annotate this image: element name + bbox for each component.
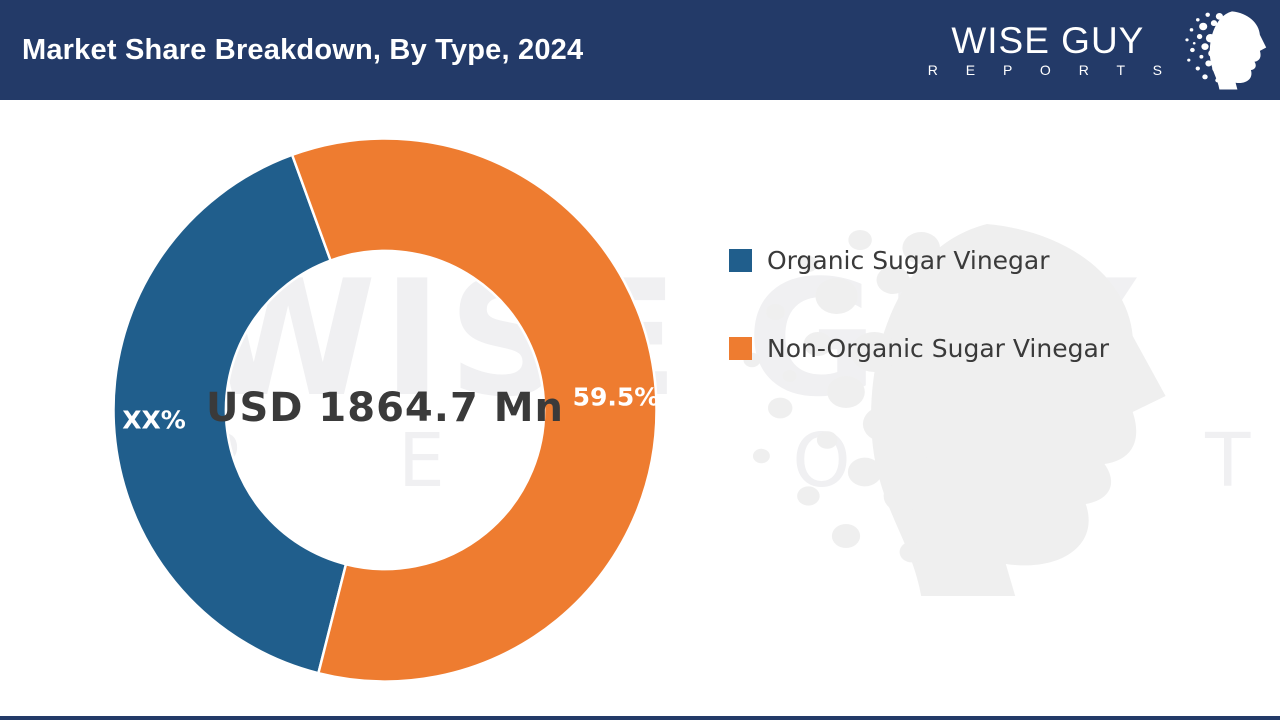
logo-subtext: R E P O R T S [927,62,1174,79]
legend-item-organic: Organic Sugar Vinegar [729,245,1109,275]
logo-wordmark: WISE GUY [951,19,1145,61]
donut-slice-organic-sugar-vinegar [112,153,348,675]
footer-bar [0,716,1280,720]
legend-label-organic: Organic Sugar Vinegar [767,245,1050,275]
chart-legend: Organic Sugar Vinegar Non-Organic Sugar … [729,245,1110,363]
donut-chart: XX% 59.5% [112,137,658,683]
header-bar: Market Share Breakdown, By Type, 2024 WI… [0,0,1280,100]
legend-swatch-organic [729,248,752,272]
legend-item-non-organic: Non-Organic Sugar Vinegar [729,333,1110,363]
donut-center-value: USD 1864.7 Mn [206,385,564,431]
wise-guy-face-icon [1185,11,1267,90]
donut-slice-non-organic-sugar-vinegar [290,137,658,683]
legend-swatch-non-organic [729,336,752,360]
slice-label: 59.5% [573,382,658,411]
page-title: Market Share Breakdown, By Type, 2024 [22,33,584,66]
wise-guy-logo: WISE GUY R E P O R T S [922,6,1268,94]
legend-label-non-organic: Non-Organic Sugar Vinegar [767,333,1110,363]
slice-label: XX% [122,406,186,435]
